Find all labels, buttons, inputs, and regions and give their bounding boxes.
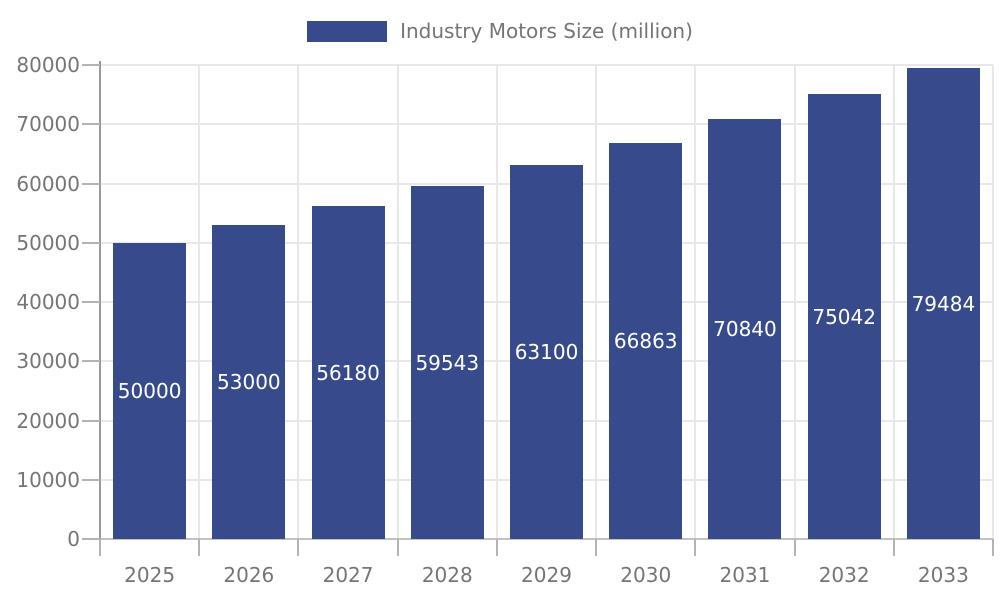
y-tick [82,538,100,540]
x-tick [99,539,101,556]
bar-value-label: 50000 [117,378,182,403]
x-tick-label: 2025 [124,563,176,587]
y-tick-label: 10000 [16,467,80,492]
y-tick [82,478,100,481]
y-tick-label: 70000 [16,112,80,137]
v-gridline [992,65,994,539]
y-axis-line [99,61,101,556]
v-gridline [297,65,300,539]
x-tick-label: 2029 [521,563,572,587]
x-tick-label: 2032 [818,563,870,587]
x-axis-line [100,538,993,540]
bar-2027 [311,206,385,539]
y-tick [82,360,100,363]
bar-value-label: 56180 [316,360,380,385]
x-tick-label: 2028 [421,563,473,587]
y-tick [82,182,100,185]
v-gridline [793,65,796,539]
x-tick-label: 2031 [719,563,771,587]
x-tick [396,539,399,556]
y-tick [82,241,100,244]
x-tick [694,539,697,556]
bar-value-label: 75042 [812,304,876,329]
v-gridline [198,65,201,539]
x-tick-label: 2026 [223,563,275,587]
bar-value-label: 70840 [713,317,777,342]
x-tick [495,539,498,556]
bar-value-label: 63100 [514,340,579,365]
x-tick [595,539,598,556]
x-tick [297,539,300,556]
v-gridline [892,65,895,539]
bar-value-label: 59543 [415,350,480,375]
y-tick-label: 50000 [16,230,80,255]
v-gridline [595,65,598,539]
v-gridline [396,65,399,539]
x-tick [793,539,796,556]
y-tick-label: 80000 [16,53,80,77]
chart-legend: Industry Motors Size (million) [0,18,1000,44]
y-tick-label: 40000 [16,290,80,314]
h-gridline [100,123,993,126]
bar-value-label: 53000 [217,369,281,394]
x-tick-label: 2030 [620,563,672,587]
bar-2026 [212,224,286,539]
y-tick-label: 0 [67,527,80,551]
x-tick [892,539,895,556]
bar-2029 [510,165,583,539]
h-gridline [100,64,993,66]
x-tick [992,539,994,556]
v-gridline [694,65,697,539]
x-tick-label: 2033 [917,563,969,587]
bar-value-label: 79484 [911,291,976,316]
y-tick [82,301,100,303]
y-tick [82,123,100,126]
x-tick-label: 2027 [322,563,374,587]
bar-value-label: 66863 [613,328,678,353]
y-tick-label: 20000 [16,408,80,433]
legend-label: Industry Motors Size (million) [400,19,693,43]
y-tick-label: 60000 [16,171,80,196]
bar-2031 [708,119,782,539]
y-tick [82,419,100,422]
y-tick [82,64,100,66]
bar-2030 [609,142,683,539]
legend-swatch [307,20,388,42]
x-tick [198,539,201,556]
bar-2032 [807,94,881,539]
bar-2033 [906,68,980,539]
bar-2028 [410,186,484,539]
y-tick-label: 30000 [16,349,80,374]
plot-area: 50000 53000 56180 59543 63100 66863 70840 75042… [16,53,994,587]
v-gridline [495,65,498,539]
bar-2025 [113,242,187,539]
